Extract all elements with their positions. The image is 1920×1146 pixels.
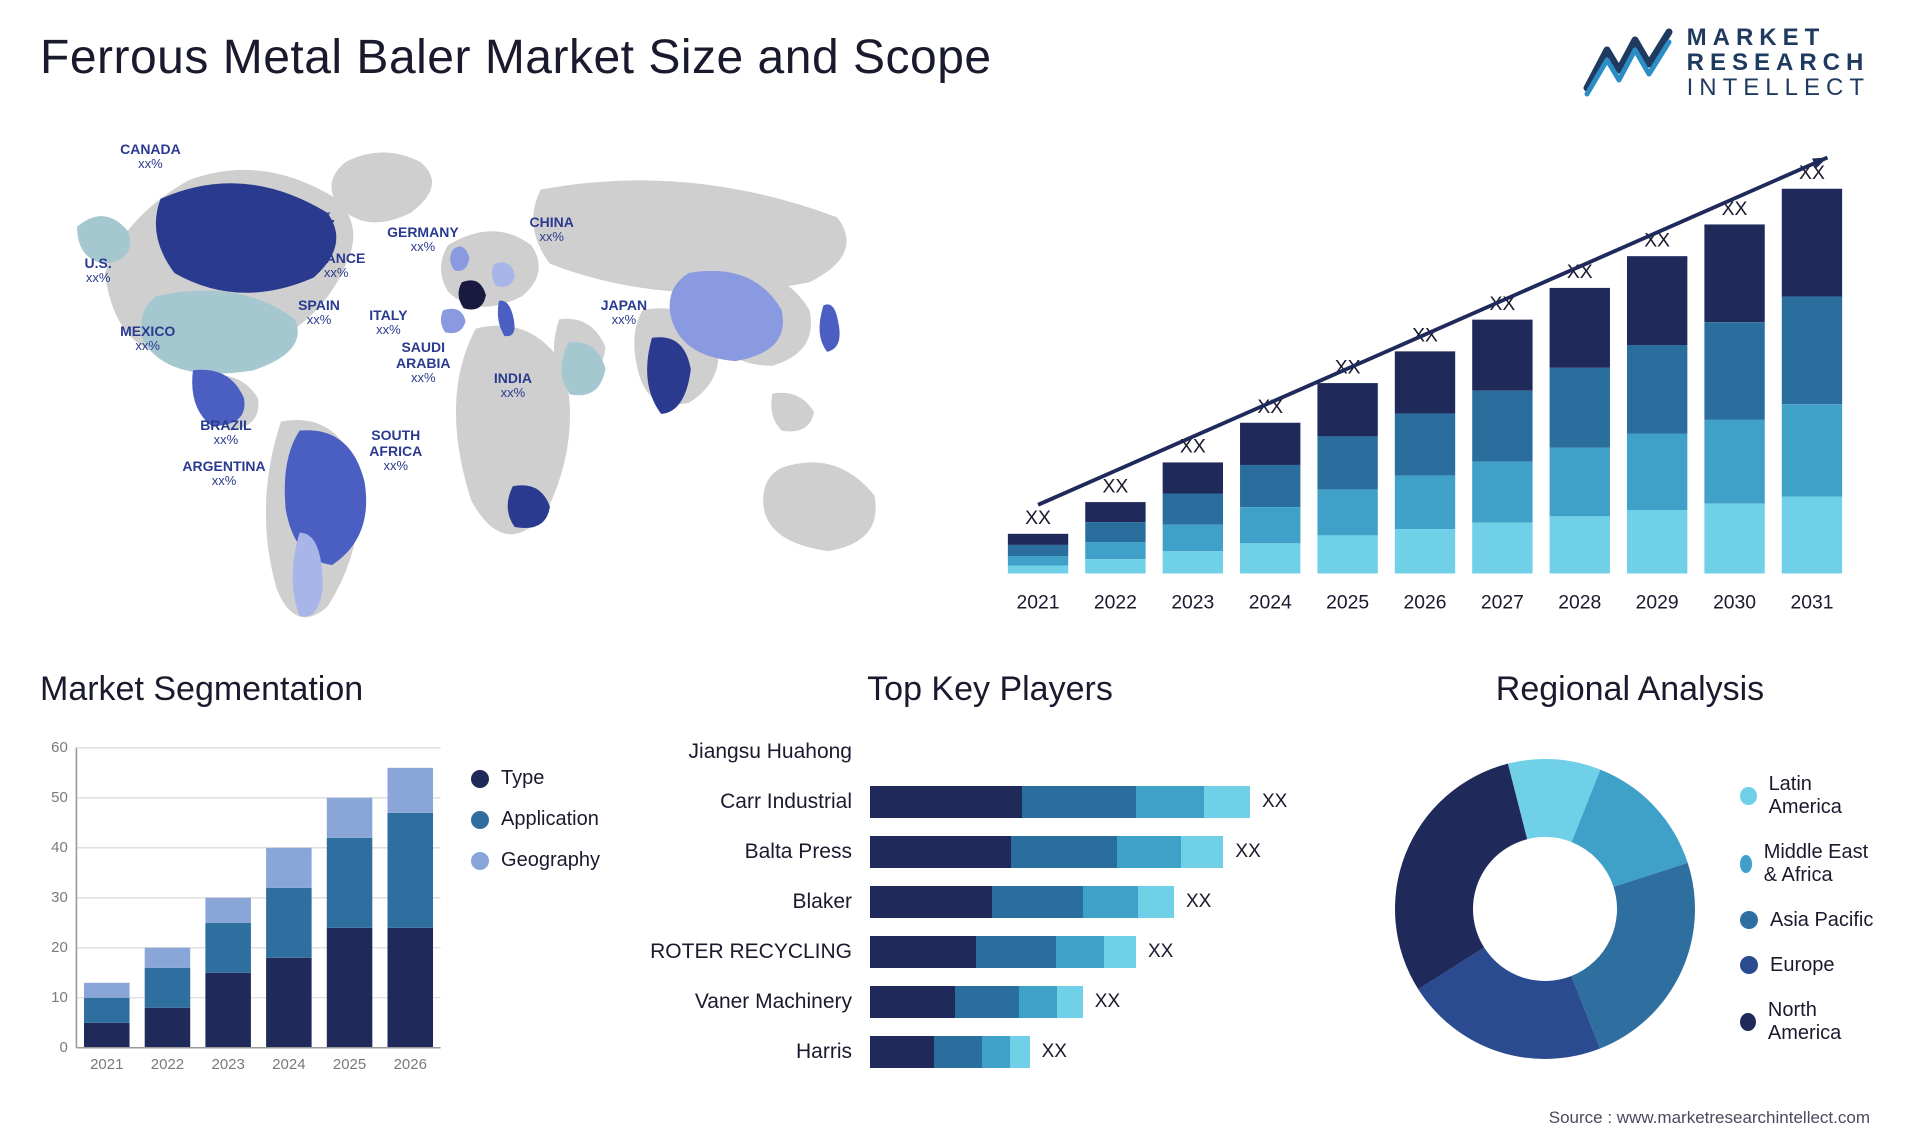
player-value: XX — [1186, 891, 1211, 913]
brand-logo: MARKET RESEARCH INTELLECT — [1583, 25, 1870, 101]
legend-item: North America — [1740, 999, 1880, 1045]
player-name: ROTER RECYCLING — [640, 940, 870, 964]
svg-text:2024: 2024 — [1249, 591, 1292, 613]
map-country-label: MEXICOxx% — [120, 323, 175, 354]
svg-text:2024: 2024 — [272, 1056, 305, 1073]
map-country-label: ARGENTINAxx% — [182, 458, 265, 489]
svg-text:XX: XX — [1103, 475, 1129, 497]
world-map-panel: CANADAxx% U.S.xx% MEXICOxx% BRAZILxx% ARGENT… — [40, 115, 930, 635]
svg-text:2030: 2030 — [1713, 591, 1756, 613]
legend-item: Middle East & Africa — [1740, 841, 1880, 887]
map-country-label: BRAZILxx% — [200, 417, 251, 448]
svg-text:2027: 2027 — [1481, 591, 1524, 613]
player-name: Harris — [640, 1040, 870, 1064]
svg-text:2029: 2029 — [1636, 591, 1679, 613]
world-map — [40, 115, 930, 635]
svg-text:2022: 2022 — [151, 1056, 184, 1073]
map-country-label: JAPANxx% — [601, 297, 647, 328]
map-country-label: ITALYxx% — [369, 307, 407, 338]
legend-item: Asia Pacific — [1740, 909, 1880, 932]
bottom-row: Market Segmentation 0 10 20 30 40 50 60 2021 202… — [40, 670, 1880, 1090]
svg-text:2021: 2021 — [1017, 591, 1060, 613]
forecast-chart: XX2021XX2022XX2023XX2024XX2025XX2026XX20… — [980, 125, 1870, 635]
player-name: Jiangsu Huahong — [640, 740, 870, 764]
player-row: Vaner Machinery XX — [640, 981, 1340, 1023]
player-value: XX — [1095, 991, 1120, 1013]
svg-text:XX: XX — [1025, 507, 1051, 529]
regional-panel: Regional Analysis Latin America Middle Ea… — [1380, 670, 1880, 1090]
key-players-panel: Top Key Players Jiangsu Huahong Carr Indu… — [640, 670, 1340, 1090]
svg-text:60: 60 — [51, 739, 68, 756]
player-bar — [870, 786, 1250, 818]
player-bar — [870, 936, 1136, 968]
player-value: XX — [1262, 791, 1287, 813]
segmentation-title: Market Segmentation — [40, 670, 600, 709]
map-country-label: SPAINxx% — [298, 297, 340, 328]
key-players-title: Top Key Players — [640, 670, 1340, 709]
map-country-label: GERMANYxx% — [387, 224, 459, 255]
segmentation-panel: Market Segmentation 0 10 20 30 40 50 60 2021 202… — [40, 670, 600, 1090]
player-value: XX — [1235, 841, 1260, 863]
player-value: XX — [1042, 1041, 1067, 1063]
player-name: Carr Industrial — [640, 790, 870, 814]
svg-text:2028: 2028 — [1558, 591, 1601, 613]
player-bar — [870, 836, 1223, 868]
player-row: Balta Press XX — [640, 831, 1340, 873]
logo-line2: RESEARCH — [1687, 50, 1870, 75]
legend-item: Geography — [471, 849, 600, 872]
key-players-list: Jiangsu HuahongCarr IndustrialXXBalta Pr… — [640, 727, 1340, 1073]
svg-text:50: 50 — [51, 789, 68, 806]
player-row: Harris XX — [640, 1031, 1340, 1073]
svg-text:2022: 2022 — [1094, 591, 1137, 613]
svg-text:2023: 2023 — [211, 1056, 244, 1073]
player-row: ROTER RECYCLING XX — [640, 931, 1340, 973]
legend-item: Europe — [1740, 954, 1880, 977]
svg-text:2023: 2023 — [1171, 591, 1214, 613]
player-value: XX — [1148, 941, 1173, 963]
forecast-chart-panel: XX2021XX2022XX2023XX2024XX2025XX2026XX20… — [970, 115, 1880, 635]
svg-text:20: 20 — [51, 939, 68, 956]
map-country-label: U.S.xx% — [85, 255, 112, 286]
map-country-label: INDIAxx% — [494, 370, 532, 401]
svg-text:30: 30 — [51, 889, 68, 906]
source-citation: Source : www.marketresearchintellect.com — [1549, 1108, 1870, 1128]
map-country-label: FRANCExx% — [307, 250, 365, 281]
svg-text:2025: 2025 — [333, 1056, 366, 1073]
player-name: Blaker — [640, 890, 870, 914]
svg-text:2026: 2026 — [394, 1056, 427, 1073]
segmentation-legend: Type Application Geography — [471, 727, 600, 1090]
legend-item: Type — [471, 767, 600, 790]
player-bar — [870, 1036, 1030, 1068]
legend-item: Application — [471, 808, 600, 831]
player-row: Blaker XX — [640, 881, 1340, 923]
segmentation-chart: 0 10 20 30 40 50 60 2021 2022 2023 2024 2025 2026 — [40, 727, 447, 1090]
logo-line1: MARKET — [1687, 25, 1870, 50]
svg-text:2026: 2026 — [1404, 591, 1447, 613]
regional-legend: Latin America Middle East & Africa Asia Pa… — [1740, 773, 1880, 1045]
player-name: Balta Press — [640, 840, 870, 864]
player-row: Jiangsu Huahong — [640, 731, 1340, 773]
map-country-label: U.K.xx% — [307, 209, 335, 240]
player-row: Carr Industrial XX — [640, 781, 1340, 823]
regional-donut — [1380, 744, 1710, 1074]
map-country-label: SAUDIARABIAxx% — [396, 339, 450, 386]
svg-text:2025: 2025 — [1326, 591, 1369, 613]
player-bar — [870, 986, 1083, 1018]
regional-title: Regional Analysis — [1380, 670, 1880, 709]
map-country-label: SOUTHAFRICAxx% — [369, 427, 422, 474]
map-country-label: CANADAxx% — [120, 141, 181, 172]
map-country-label: CHINAxx% — [530, 214, 574, 245]
svg-text:0: 0 — [60, 1039, 68, 1056]
logo-line3: INTELLECT — [1687, 75, 1870, 100]
logo-mark-icon — [1583, 28, 1673, 98]
player-name: Vaner Machinery — [640, 990, 870, 1014]
svg-text:2031: 2031 — [1790, 591, 1833, 613]
svg-text:10: 10 — [51, 989, 68, 1006]
player-bar — [870, 886, 1174, 918]
top-row: CANADAxx% U.S.xx% MEXICOxx% BRAZILxx% ARGENT… — [40, 115, 1880, 635]
legend-item: Latin America — [1740, 773, 1880, 819]
svg-text:40: 40 — [51, 839, 68, 856]
svg-text:2021: 2021 — [90, 1056, 123, 1073]
